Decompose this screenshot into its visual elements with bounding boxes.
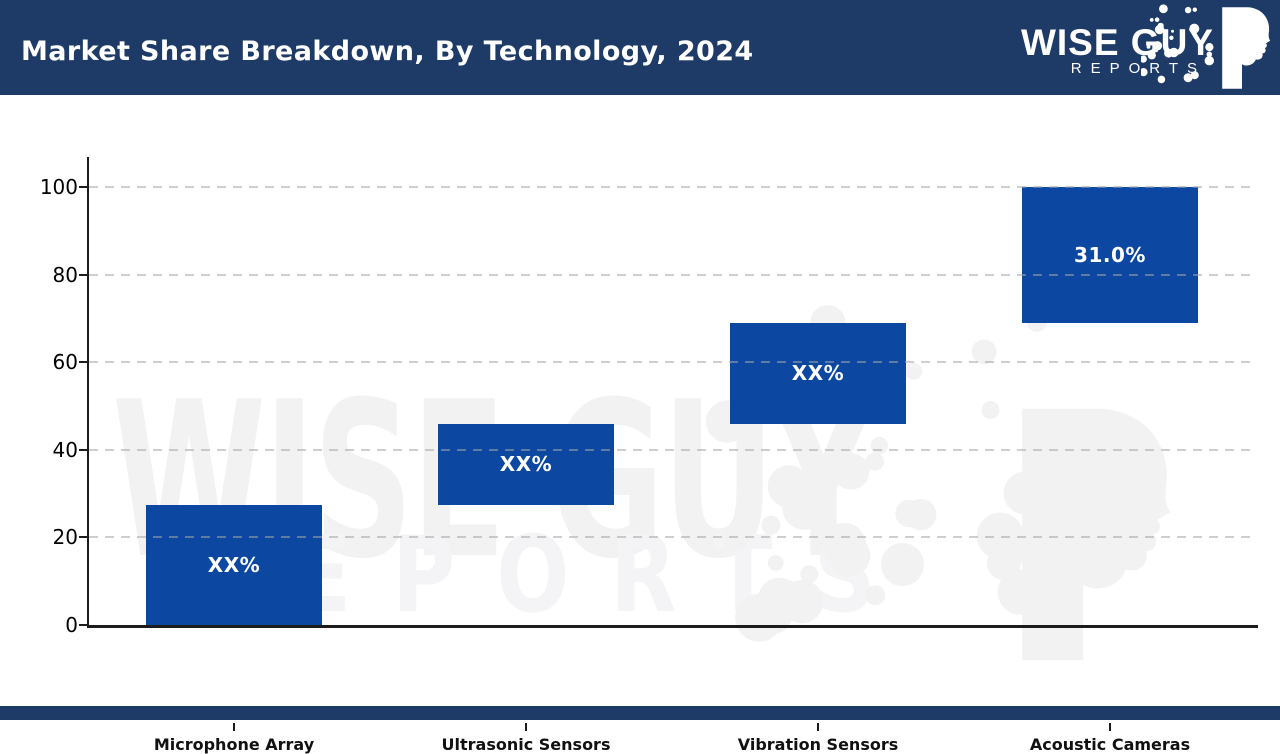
plot-area: WISE GUY REPORTS 0 20 40 60 80 100 XX% Micropho… <box>0 95 1280 754</box>
y-tick-label: 20 <box>52 525 78 550</box>
gridline <box>89 536 1256 539</box>
gridline <box>89 273 1256 276</box>
bar-value-label: XX% <box>207 552 261 577</box>
bar-value-label: XX% <box>791 361 845 386</box>
x-category-label: Acoustic Cameras <box>1029 735 1191 754</box>
y-axis-line <box>87 157 89 627</box>
y-tick-label: 0 <box>65 613 78 637</box>
bar: XX% <box>730 322 906 424</box>
x-category-label: Ultrasonic Sensors <box>441 735 611 754</box>
chart-title: Market Share Breakdown, By Technology, 2… <box>21 36 754 67</box>
x-tick <box>233 723 235 731</box>
y-tick <box>79 273 87 276</box>
y-tick-label: 40 <box>52 437 78 462</box>
y-tick-label: 100 <box>39 175 78 199</box>
y-tick <box>79 361 87 364</box>
bar: XX% <box>438 423 614 505</box>
y-tick-label: 60 <box>52 350 78 375</box>
gridline <box>89 448 1256 451</box>
x-tick <box>1109 723 1111 731</box>
x-category-label: Vibration Sensors <box>737 735 899 754</box>
brand-name: WISE GUY <box>1020 22 1214 63</box>
y-tick <box>79 536 87 539</box>
bar: XX% <box>146 504 322 625</box>
bar-value-label: XX% <box>499 452 553 477</box>
bar-value-label: 31.0% <box>1074 242 1146 267</box>
x-category-label: Microphone Array <box>153 735 315 754</box>
y-tick-label: 80 <box>52 262 78 287</box>
brand-subtitle: REPORTS <box>1070 60 1206 77</box>
x-axis-line <box>87 625 1258 628</box>
y-tick <box>79 448 87 451</box>
y-tick <box>79 624 87 626</box>
bar: 31.0% <box>1022 187 1198 323</box>
x-tick <box>525 723 527 731</box>
gridline <box>89 361 1256 364</box>
y-tick <box>79 186 87 188</box>
x-tick <box>817 723 819 731</box>
footer-band <box>0 706 1280 720</box>
gridline <box>89 186 1256 188</box>
header-band: Market Share Breakdown, By Technology, 2… <box>0 0 1280 95</box>
brand-face-icon <box>1141 4 1271 89</box>
